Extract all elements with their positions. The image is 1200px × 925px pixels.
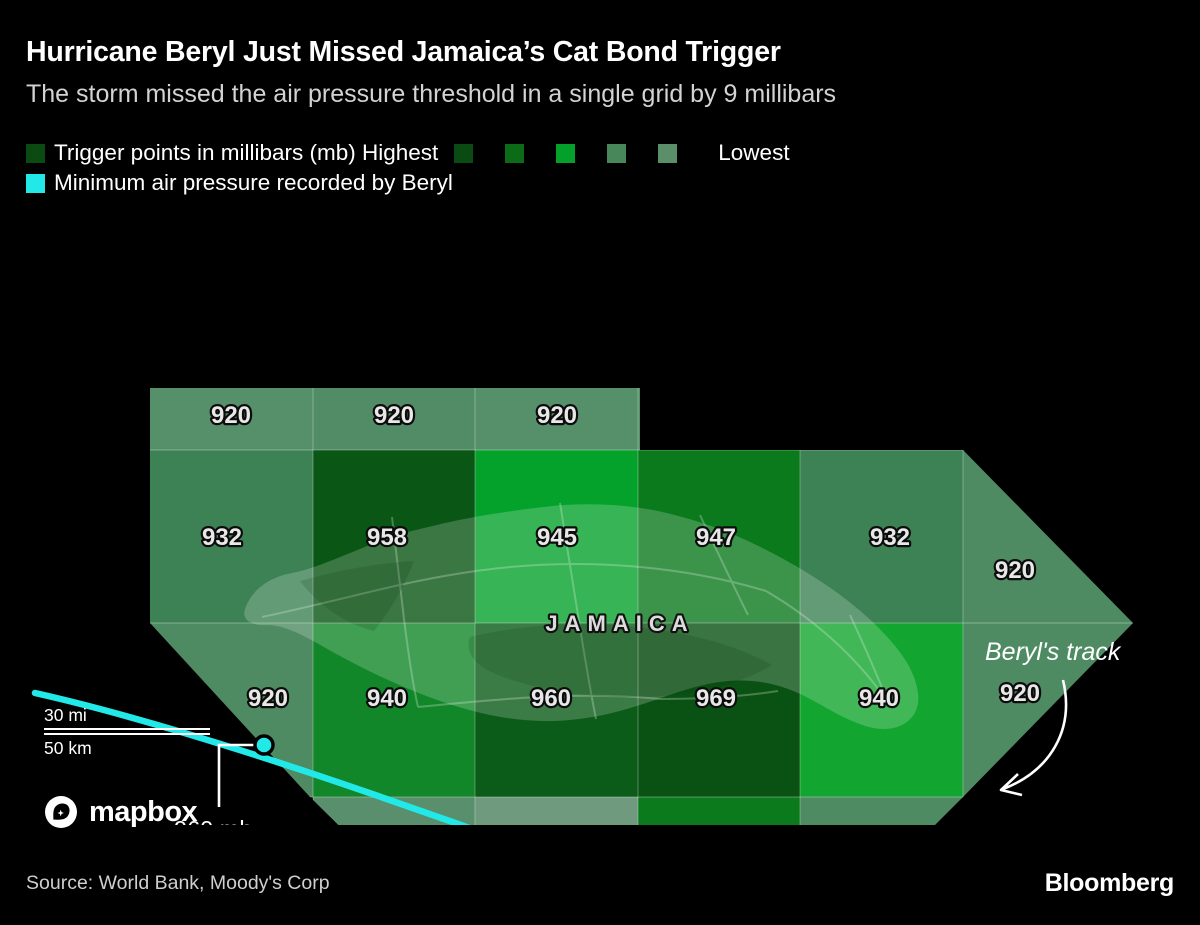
beryl-track-line (31, 689, 471, 825)
country-label: JAMAICA (545, 611, 694, 636)
legend-row-trigger: Trigger points in millibars (mb) Highest… (26, 138, 790, 168)
legend-label-lowest: Lowest (718, 140, 790, 165)
mapbox-attribution[interactable]: mapbox (44, 795, 198, 829)
page-subtitle: The storm missed the air pressure thresh… (26, 80, 837, 108)
grid-cell[interactable] (313, 623, 475, 797)
marker-label: 960 mb (174, 816, 252, 825)
track-markers: 960 mb 959 mb 959 mb (172, 734, 275, 825)
grid-cell[interactable] (638, 623, 800, 797)
grid-cell[interactable] (638, 450, 800, 623)
track-marker[interactable] (253, 734, 275, 756)
grid-cell[interactable] (475, 388, 640, 450)
leader-line (217, 743, 264, 807)
scale-bar: 30 mi 50 km (44, 705, 210, 758)
grid-cell[interactable] (313, 388, 475, 450)
cell-value: 920 (248, 685, 288, 712)
cell-value: 945 (537, 524, 577, 551)
scale-km: 50 km (44, 738, 92, 758)
cell-value: 920 (995, 557, 1035, 584)
track-label: Beryl's track (985, 638, 1122, 666)
cell-value-labels: 920 920 920 932 958 945 947 932 920 920 … (200, 400, 1042, 714)
grid-cell[interactable] (638, 797, 800, 825)
cell-value: 920 (211, 402, 251, 429)
grid-cell[interactable] (150, 388, 313, 450)
grid-cell[interactable] (150, 450, 313, 623)
cell-value: 920 (537, 402, 577, 429)
legend-swatch-track (26, 173, 45, 193)
cell-value: 920 (374, 402, 414, 429)
scale-line-bottom (44, 733, 210, 735)
legend-swatch-trigger (26, 143, 45, 163)
source-note: Source: World Bank, Moody's Corp (26, 872, 330, 894)
grid-cell[interactable] (475, 623, 638, 797)
cell-value: 940 (859, 685, 899, 712)
cell-value: 947 (696, 524, 736, 551)
mapbox-logo-icon (45, 796, 77, 828)
cell-value: 932 (202, 524, 242, 551)
grid-cell[interactable] (475, 450, 638, 623)
grid-cell[interactable] (313, 450, 475, 623)
jamaica-island (244, 504, 919, 730)
legend: Trigger points in millibars (mb) Highest… (26, 138, 790, 198)
ramp-swatch-3 (556, 143, 576, 163)
legend-label-track: Minimum air pressure recorded by Beryl (54, 170, 453, 195)
legend-color-ramp: Lowest (454, 140, 790, 166)
island-roads (261, 502, 885, 720)
ramp-swatch-1 (454, 143, 474, 163)
ramp-swatch-4 (607, 143, 627, 163)
grid-cell[interactable] (800, 623, 963, 797)
page-title: Hurricane Beryl Just Missed Jamaica’s Ca… (26, 36, 781, 68)
cell-value: 920 (1000, 680, 1040, 707)
grid-cell[interactable] (475, 797, 638, 825)
cell-value: 958 (367, 524, 407, 551)
legend-label-trigger: Trigger points in millibars (mb) Highest (54, 140, 439, 165)
ramp-swatch-2 (505, 143, 525, 163)
grid-cell[interactable] (800, 450, 963, 623)
grid-cell[interactable] (963, 450, 1143, 623)
track-label-arrow (1002, 679, 1068, 791)
map-canvas[interactable]: JAMAICA 920 920 920 932 958 945 947 932 … (0, 185, 1200, 825)
track-label-arrow-head (999, 773, 1023, 797)
scale-miles: 30 mi (44, 705, 87, 725)
grid-cell[interactable] (800, 797, 963, 825)
legend-row-track: Minimum air pressure recorded by Beryl (26, 168, 790, 198)
scale-line-top (44, 728, 210, 730)
track-label-group: Beryl's track (985, 638, 1122, 797)
map-svg: JAMAICA 920 920 920 932 958 945 947 932 … (31, 388, 1143, 825)
mapbox-wordmark: mapbox (89, 795, 198, 828)
ramp-swatch-5 (658, 143, 678, 163)
cell-value: 932 (870, 524, 910, 551)
trigger-grid (150, 388, 1143, 825)
cell-value: 969 (696, 685, 736, 712)
cell-value: 960 (531, 685, 571, 712)
island-shading (300, 561, 772, 698)
bloomberg-logo: Bloomberg (1044, 869, 1175, 897)
cell-value: 940 (367, 685, 407, 712)
